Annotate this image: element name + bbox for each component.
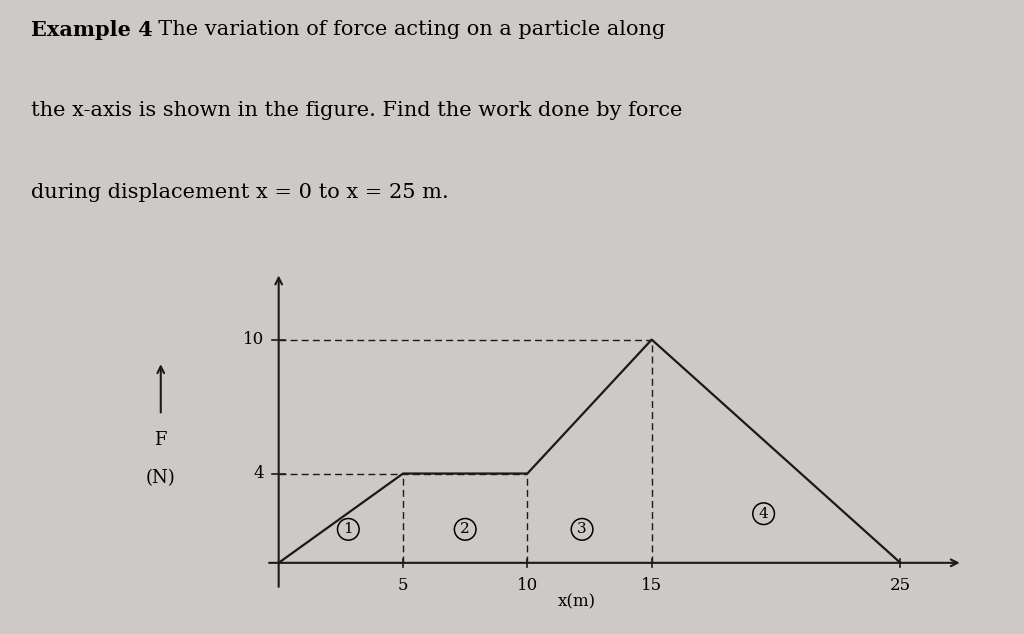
Text: 4: 4 [759, 507, 768, 521]
Text: 4: 4 [253, 465, 264, 482]
Text: (N): (N) [145, 469, 176, 487]
Text: 5: 5 [397, 578, 409, 594]
Text: x(m): x(m) [558, 593, 596, 610]
Text: Example 4: Example 4 [31, 20, 153, 41]
Text: 10: 10 [517, 578, 538, 594]
Text: 15: 15 [641, 578, 663, 594]
Text: 10: 10 [243, 331, 264, 348]
Text: F: F [155, 431, 167, 449]
Text: 25: 25 [890, 578, 911, 594]
Text: 3: 3 [578, 522, 587, 536]
Text: 2: 2 [461, 522, 470, 536]
Text: The variation of force acting on a particle along: The variation of force acting on a parti… [145, 20, 666, 39]
Text: the x-axis is shown in the figure. Find the work done by force: the x-axis is shown in the figure. Find … [31, 101, 682, 120]
Text: 1: 1 [343, 522, 353, 536]
Text: during displacement x = 0 to x = 25 m.: during displacement x = 0 to x = 25 m. [31, 183, 449, 202]
